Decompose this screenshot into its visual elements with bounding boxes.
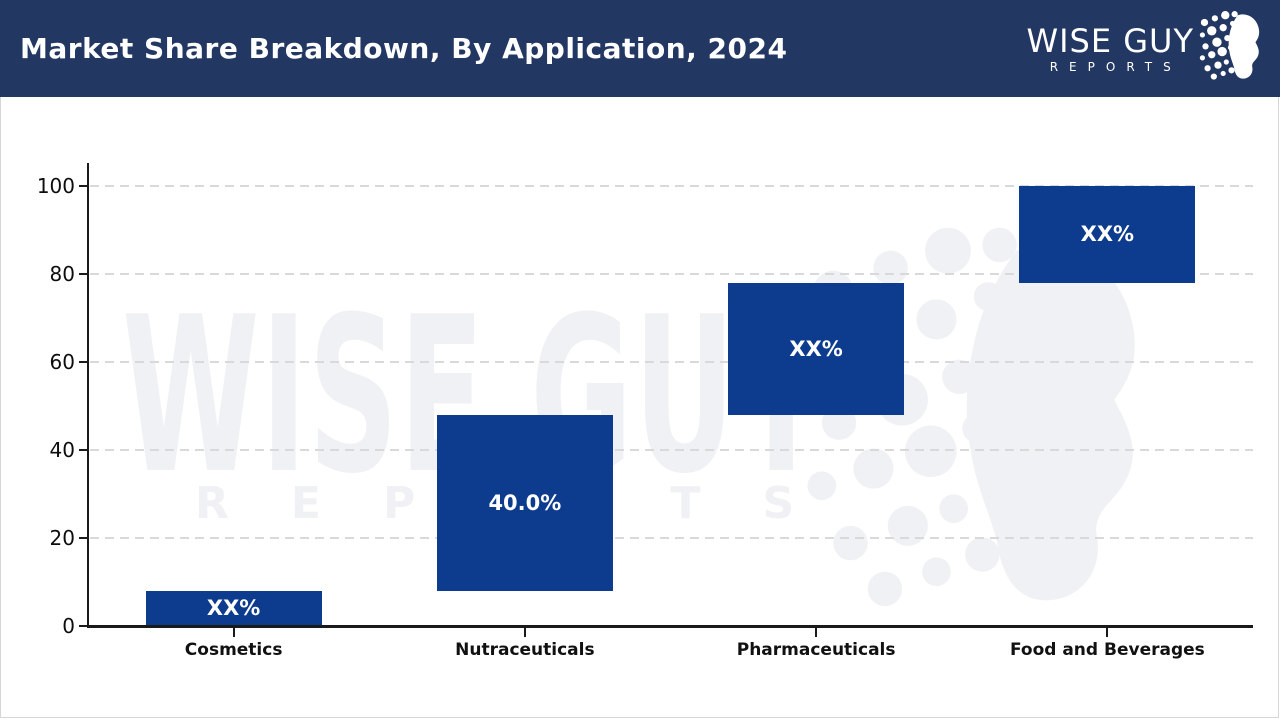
gridline [90, 361, 1253, 363]
logo-wiseguy-text: WISE GUY [1026, 21, 1194, 60]
bar-value-label: XX% [1080, 222, 1135, 247]
x-tick-mark [815, 628, 818, 637]
chart-card-border [0, 97, 1279, 718]
y-tick-mark [79, 537, 88, 539]
page-title: Market Share Breakdown, By Application, … [20, 32, 788, 65]
y-tick-mark [79, 185, 88, 187]
bar-nutraceuticals: 40.0% [436, 414, 613, 591]
wise-guy-logo: WISE GUY REPORTS [1026, 10, 1266, 88]
y-tick-mark [79, 625, 88, 627]
y-tick-label: 60 [49, 350, 75, 374]
y-tick-label: 0 [62, 614, 75, 638]
y-tick-label: 20 [49, 526, 75, 550]
bar-cosmetics: XX% [145, 590, 322, 626]
x-tick-mark [523, 628, 526, 637]
bar-food-and-beverages: XX% [1019, 186, 1196, 283]
x-tick-mark [232, 628, 235, 637]
gridline [90, 185, 1253, 187]
logo-head-icon [1199, 10, 1260, 80]
x-axis-label-cosmetics: Cosmetics [184, 640, 283, 660]
gridline [90, 449, 1253, 451]
y-tick-mark [79, 273, 88, 275]
x-axis-label-food-and-beverages: Food and Beverages [1009, 640, 1205, 660]
y-axis-spine [87, 163, 89, 628]
bar-value-label: 40.0% [488, 490, 562, 515]
bar-value-label: XX% [206, 596, 261, 621]
bar-pharmaceuticals: XX% [728, 282, 905, 415]
bar-value-label: XX% [789, 336, 843, 361]
logo-reports-text: REPORTS [1049, 59, 1182, 74]
x-axis-label-nutraceuticals: Nutraceuticals [455, 640, 595, 660]
y-tick-mark [79, 449, 88, 451]
header-bar: Market Share Breakdown, By Application, … [0, 0, 1280, 97]
y-tick-label: 80 [49, 262, 75, 286]
gridline [90, 273, 1253, 275]
y-tick-label: 100 [36, 174, 75, 198]
x-axis-label-pharmaceuticals: Pharmaceuticals [736, 640, 896, 660]
y-tick-mark [79, 361, 88, 363]
y-tick-label: 40 [49, 438, 75, 462]
x-axis-line [87, 625, 1253, 628]
gridline [90, 537, 1253, 539]
x-tick-mark [1106, 628, 1109, 637]
